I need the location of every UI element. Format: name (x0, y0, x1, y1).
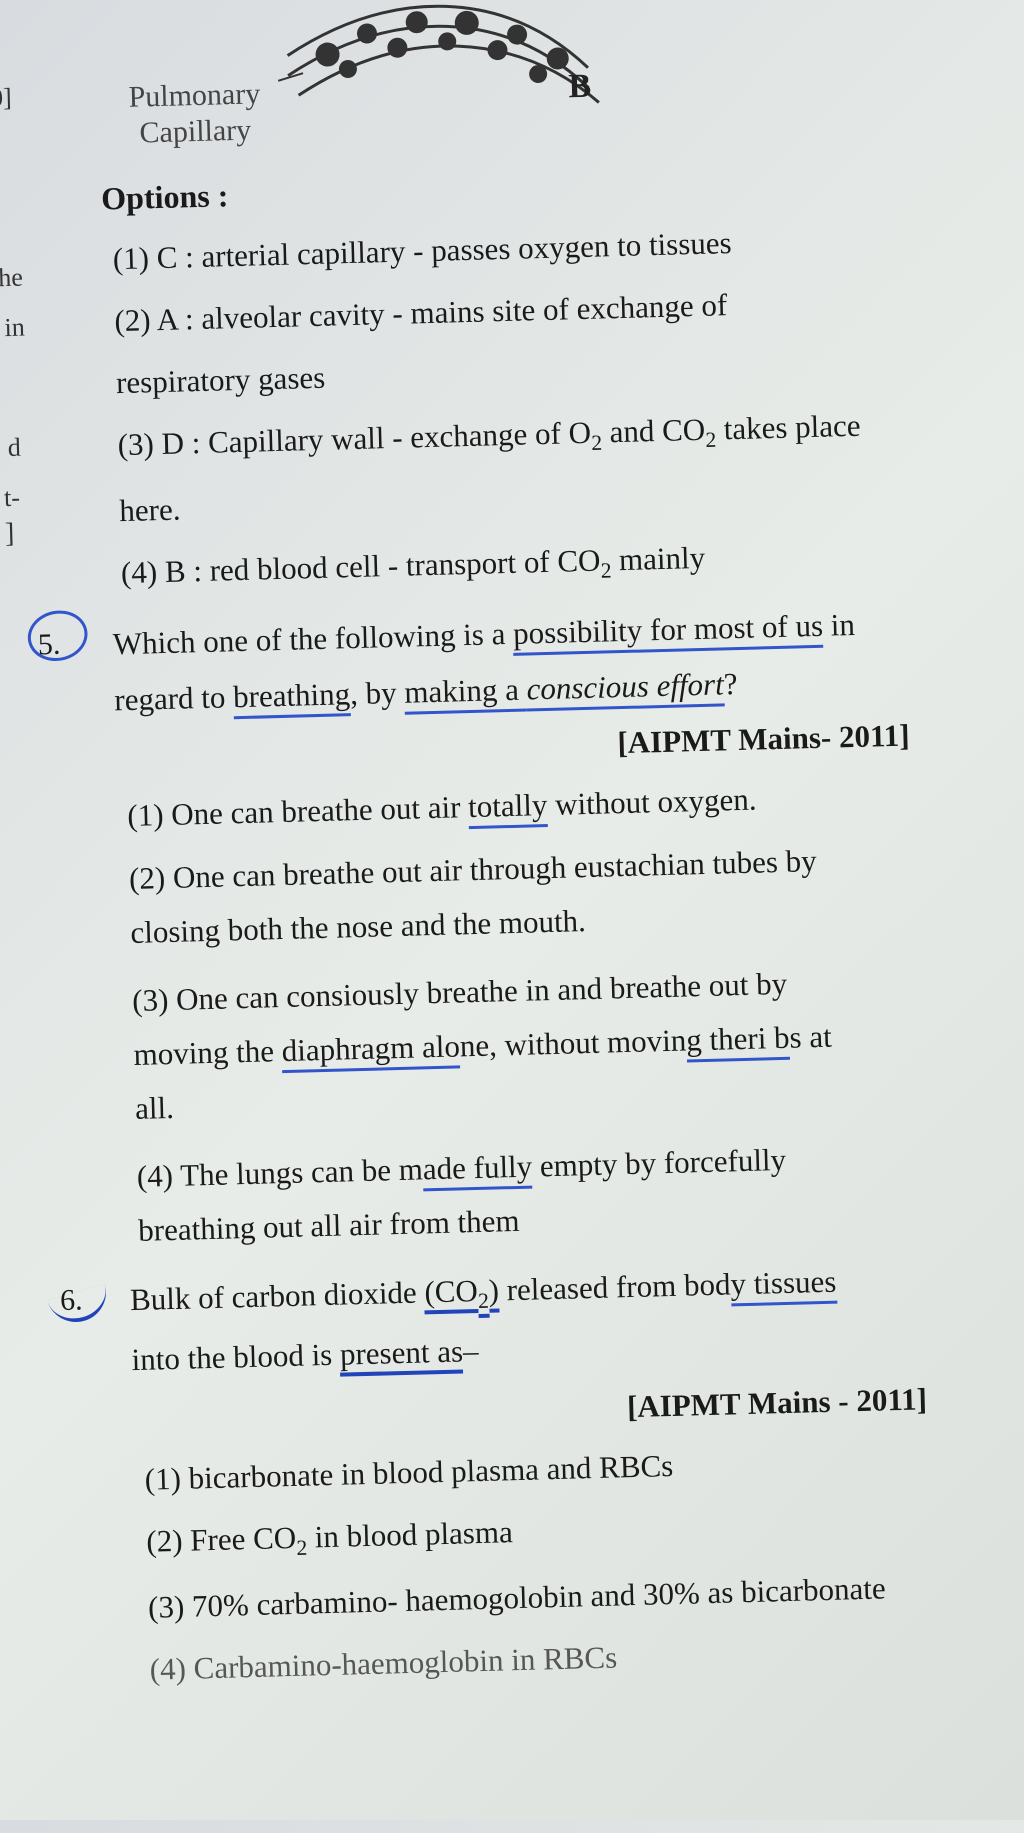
source-aipmt-2: [AIPMT Mains - 2011] (133, 1381, 928, 1438)
q6-option-1: (1) bicarbonate in blood plasma and RBCs (134, 1434, 969, 1504)
main-content: Options : (1) C : arterial capillary - p… (101, 158, 1014, 1694)
q6-option-4: (4) Carbamino-haemoglobin in RBCs (139, 1624, 974, 1694)
options-header: Options : (101, 159, 936, 218)
margin-tag: d (7, 433, 21, 463)
margin-tag: .0] (0, 83, 12, 114)
q6-option-3: (3) 70% carbamino- haemogolobin and 30% … (138, 1562, 973, 1632)
q5-number: 5. (37, 621, 61, 670)
diagram-area: Pulmonary Capillary B (127, 8, 974, 170)
option-3-cont: here. (109, 466, 944, 536)
pulmonary-label: Pulmonary Capillary (128, 76, 262, 151)
page-content: .0] he in d t- ] Pulmonary Capillary B O… (0, 0, 1024, 1833)
margin-tag: in (4, 313, 25, 344)
source-aipmt: [AIPMT Mains- 2011] (115, 718, 910, 775)
option-3: (3) D : Capillary wall - exchange of O2 … (107, 400, 942, 474)
option-2-cont: respiratory gases (105, 338, 940, 408)
margin-tag: he (0, 263, 23, 294)
point-b-label: B (568, 68, 592, 107)
q6-option-2: (2) Free CO2 in blood plasma (136, 1496, 971, 1570)
label-text: Pulmonary (128, 77, 260, 113)
option-1: (1) C : arterial capillary - passes oxyg… (102, 214, 937, 284)
q5-option-1: (1) One can breathe out air totally with… (117, 771, 952, 841)
margin-tag: t- (4, 483, 21, 513)
label-text: Capillary (139, 114, 251, 150)
q6-number: 6. (59, 1276, 83, 1325)
left-margin: .0] he in d t- ] (0, 12, 104, 1833)
option-4: (4) B : red blood cell - transport of CO… (110, 528, 945, 602)
margin-bracket: ] (5, 518, 15, 550)
option-2: (2) A : alveolar cavity - mains site of … (104, 276, 939, 346)
